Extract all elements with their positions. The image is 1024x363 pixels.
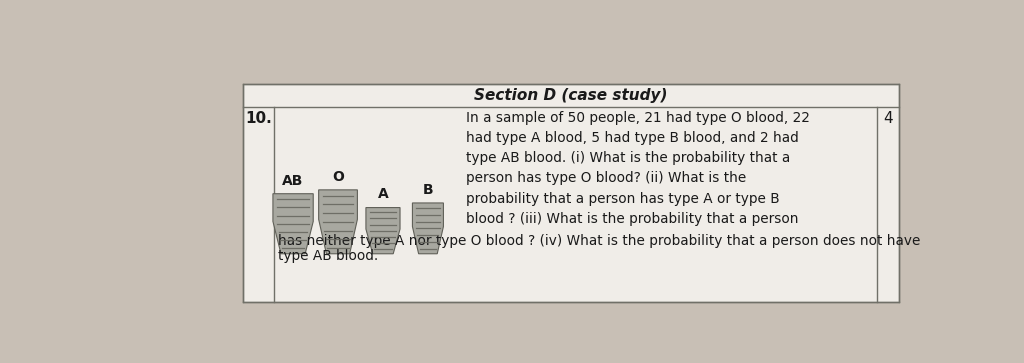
Text: In a sample of 50 people, 21 had type O blood, 22
had type A blood, 5 had type B: In a sample of 50 people, 21 had type O … <box>466 111 810 225</box>
Polygon shape <box>413 203 443 254</box>
Text: has neither type A nor type O blood ? (iv) What is the probability that a person: has neither type A nor type O blood ? (i… <box>278 234 920 248</box>
Polygon shape <box>318 190 357 254</box>
Bar <box>243 84 899 302</box>
Text: AB: AB <box>283 174 304 188</box>
Text: B: B <box>423 183 433 197</box>
Text: O: O <box>332 170 344 184</box>
Text: Section D (case study): Section D (case study) <box>474 89 668 103</box>
Polygon shape <box>273 194 313 254</box>
Text: A: A <box>378 187 388 201</box>
Text: type AB blood.: type AB blood. <box>278 249 378 263</box>
Polygon shape <box>366 208 400 254</box>
Text: 4: 4 <box>884 111 893 126</box>
Text: 10.: 10. <box>246 111 272 126</box>
